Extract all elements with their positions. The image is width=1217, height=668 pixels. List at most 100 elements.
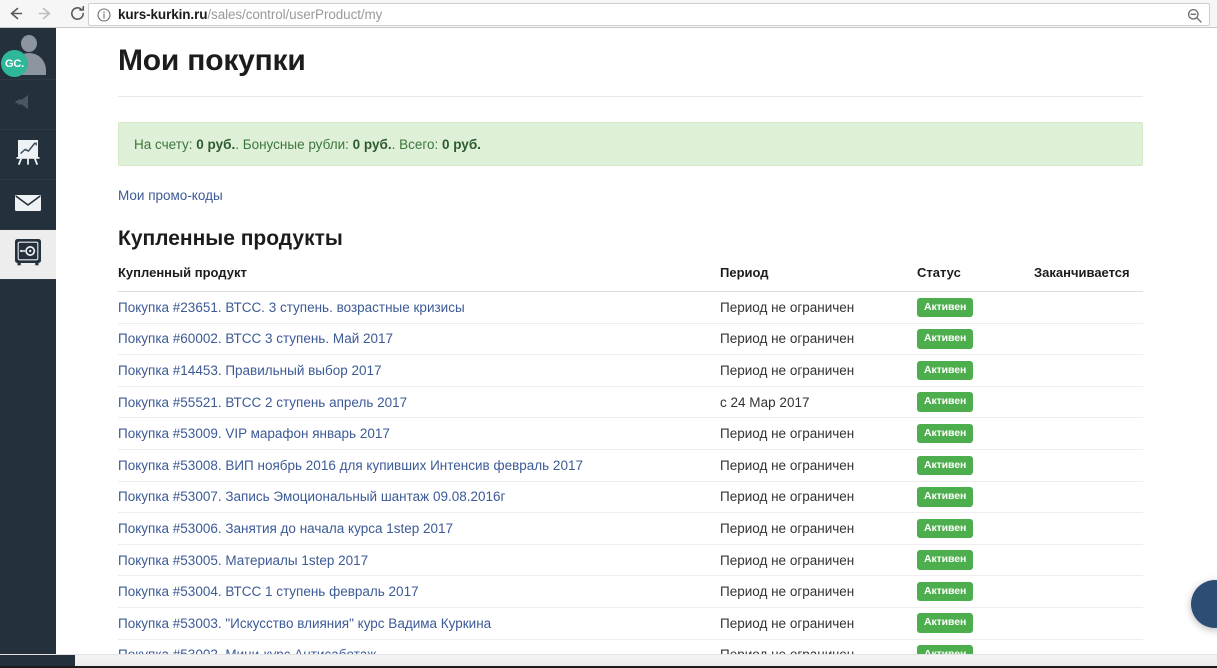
product-link[interactable]: Покупка #53009. VIP марафон январь 2017 bbox=[118, 426, 390, 442]
product-link[interactable]: Покупка #23651. ВТСС. 3 ступень. возраст… bbox=[118, 299, 465, 315]
browser-toolbar: kurs-kurkin.ru/sales/control/userProduct… bbox=[0, 0, 1217, 28]
ends-cell bbox=[1034, 607, 1143, 640]
sidebar-item-purchases[interactable] bbox=[0, 230, 56, 280]
product-link[interactable]: Покупка #60002. ВТСС 3 ступень. Май 2017 bbox=[118, 331, 394, 347]
magnifier-minus-icon[interactable] bbox=[1186, 7, 1203, 24]
status-cell: Активен bbox=[917, 544, 1034, 577]
table-row: Покупка #53003. "Искусство влияния" курс… bbox=[118, 607, 1143, 640]
table-row: Покупка #53007. Запись Эмоциональный шан… bbox=[118, 481, 1143, 514]
status-cell: Активен bbox=[917, 575, 1034, 608]
table-row: Покупка #53004. ВТСС 1 ступень февраль 2… bbox=[118, 575, 1143, 608]
status-badge: Активен bbox=[917, 550, 974, 570]
ends-cell bbox=[1034, 291, 1143, 324]
period-cell: Период не ограничен bbox=[720, 481, 917, 514]
address-bar[interactable]: kurs-kurkin.ru/sales/control/userProduct… bbox=[88, 3, 1210, 26]
status-cell: Активен bbox=[917, 417, 1034, 450]
column-header-status: Статус bbox=[917, 265, 1034, 292]
product-link[interactable]: Покупка #53006. Занятия до начала курса … bbox=[118, 520, 454, 536]
product-cell: Покупка #53009. VIP марафон январь 2017 bbox=[118, 417, 720, 450]
product-cell: Покупка #53003. "Искусство влияния" курс… bbox=[118, 607, 720, 640]
balance-bonus-value: 0 руб. bbox=[352, 136, 392, 152]
ends-cell bbox=[1034, 512, 1143, 545]
table-row: Покупка #60002. ВТСС 3 ступень. Май 2017… bbox=[118, 323, 1143, 356]
product-cell: Покупка #14453. Правильный выбор 2017 bbox=[118, 354, 720, 387]
status-cell: Активен bbox=[917, 449, 1034, 482]
period-cell: Период не ограничен bbox=[720, 449, 917, 482]
avatar-initials-badge: GC. bbox=[1, 50, 28, 77]
period-cell: Период не ограничен bbox=[720, 575, 917, 608]
product-link[interactable]: Покупка #53004. ВТСС 1 ступень февраль 2… bbox=[118, 584, 419, 600]
product-link[interactable]: Покупка #53008. ВИП ноябрь 2016 для купи… bbox=[118, 457, 583, 473]
period-cell: Период не ограничен bbox=[720, 291, 917, 324]
table-row: Покупка #23651. ВТСС. 3 ступень. возраст… bbox=[118, 291, 1143, 324]
product-cell: Покупка #55521. ВТСС 2 ступень апрель 20… bbox=[118, 386, 720, 419]
ends-cell bbox=[1034, 417, 1143, 450]
url-host: kurs-kurkin.ru bbox=[118, 7, 208, 22]
window-bottom-edge bbox=[0, 666, 1217, 668]
ends-cell bbox=[1034, 386, 1143, 419]
url-text: kurs-kurkin.ru/sales/control/userProduct… bbox=[118, 7, 382, 22]
status-badge: Активен bbox=[917, 487, 974, 507]
ends-cell bbox=[1034, 449, 1143, 482]
horizontal-scrollbar[interactable] bbox=[0, 654, 1217, 668]
column-header-ends: Заканчивается bbox=[1034, 265, 1143, 292]
product-link[interactable]: Покупка #55521. ВТСС 2 ступень апрель 20… bbox=[118, 394, 408, 410]
product-link[interactable]: Покупка #53007. Запись Эмоциональный шан… bbox=[118, 489, 506, 505]
ends-cell bbox=[1034, 323, 1143, 356]
reload-button[interactable] bbox=[62, 0, 92, 28]
chart-easel-icon bbox=[13, 137, 43, 172]
period-cell: Период не ограничен bbox=[720, 512, 917, 545]
promo-codes-link[interactable]: Мои промо-коды bbox=[118, 188, 223, 203]
table-header-row: Купленный продукт Период Статус Заканчив… bbox=[118, 265, 1143, 292]
period-cell: Период не ограничен bbox=[720, 323, 917, 356]
product-cell: Покупка #53007. Запись Эмоциональный шан… bbox=[118, 481, 720, 514]
column-header-period: Период bbox=[720, 265, 917, 292]
status-badge: Активен bbox=[917, 329, 974, 349]
status-badge: Активен bbox=[917, 297, 974, 318]
purchases-table: Купленный продукт Период Статус Заканчив… bbox=[118, 265, 1143, 668]
table-row: Покупка #55521. ВТСС 2 ступень апрель 20… bbox=[118, 386, 1143, 419]
sidebar-item-messages[interactable] bbox=[0, 180, 56, 230]
status-badge: Активен bbox=[917, 423, 974, 444]
product-link[interactable]: Покупка #53003. "Искусство влияния" курс… bbox=[118, 615, 492, 631]
page-title: Мои покупки bbox=[118, 44, 306, 77]
title-divider bbox=[118, 96, 1143, 97]
product-link[interactable]: Покупка #53005. Материалы 1step 2017 bbox=[118, 552, 369, 568]
table-row: Покупка #53009. VIP марафон январь 2017 П… bbox=[118, 417, 1143, 450]
envelope-icon bbox=[13, 191, 43, 218]
sidebar-item-statistics[interactable] bbox=[0, 130, 56, 180]
status-cell: Активен bbox=[917, 481, 1034, 514]
url-path: /sales/control/userProduct/my bbox=[207, 7, 383, 22]
product-link[interactable]: Покупка #14453. Правильный выбор 2017 bbox=[118, 362, 382, 378]
page-content: Мои покупки На счету: 0 руб.. Бонусные р… bbox=[56, 28, 1217, 668]
ends-cell bbox=[1034, 575, 1143, 608]
table-row: Покупка #14453. Правильный выбор 2017 Пер… bbox=[118, 354, 1143, 387]
status-badge: Активен bbox=[917, 455, 974, 476]
period-cell: Период не ограничен bbox=[720, 417, 917, 450]
back-button[interactable] bbox=[0, 0, 30, 28]
status-cell: Активен bbox=[917, 354, 1034, 387]
forward-button[interactable] bbox=[30, 0, 60, 28]
status-cell: Активен bbox=[917, 607, 1034, 640]
product-cell: Покупка #53006. Занятия до начала курса … bbox=[118, 512, 720, 545]
column-header-product: Купленный продукт bbox=[118, 265, 720, 292]
ends-cell bbox=[1034, 481, 1143, 514]
ends-cell bbox=[1034, 354, 1143, 387]
app-sidebar: GC. bbox=[0, 28, 56, 668]
table-row: Покупка #53008. ВИП ноябрь 2016 для купи… bbox=[118, 449, 1143, 482]
table-row: Покупка #53006. Занятия до начала курса … bbox=[118, 512, 1143, 545]
sidebar-item-profile[interactable]: GC. bbox=[0, 28, 56, 80]
info-circle-icon[interactable] bbox=[97, 7, 111, 22]
status-cell: Активен bbox=[917, 291, 1034, 324]
sidebar-item-announcements[interactable] bbox=[0, 80, 56, 130]
section-title: Купленные продукты bbox=[118, 227, 343, 250]
status-badge: Активен bbox=[917, 518, 974, 539]
period-cell: Период не ограничен bbox=[720, 354, 917, 387]
table-row: Покупка #53005. Материалы 1step 2017 Пери… bbox=[118, 544, 1143, 577]
status-cell: Активен bbox=[917, 386, 1034, 419]
product-cell: Покупка #23651. ВТСС. 3 ступень. возраст… bbox=[118, 291, 720, 324]
speaker-mute-icon bbox=[15, 92, 41, 117]
balance-total-label: . Всего: bbox=[391, 136, 442, 152]
status-badge: Активен bbox=[917, 360, 974, 381]
scrollbar-thumb[interactable] bbox=[0, 655, 75, 668]
